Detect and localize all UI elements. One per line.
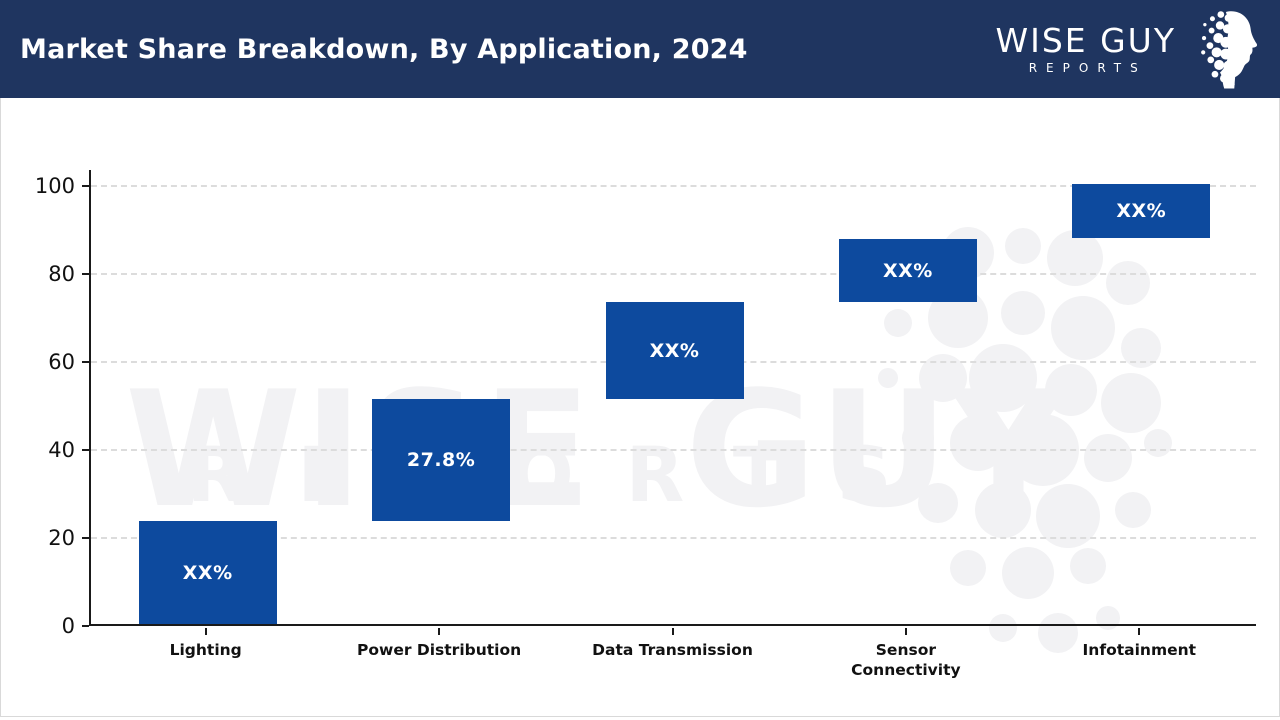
y-tick-label-80: 80 — [48, 261, 75, 286]
bar-lighting: XX% — [138, 521, 277, 624]
y-tick-mark-40 — [82, 448, 89, 451]
bar-sensor-connectivity: XX% — [838, 238, 977, 303]
watermark-subtext: REPORTS — [187, 430, 944, 519]
gridline-40 — [91, 448, 1256, 451]
x-tick-label-lighting: Lighting — [169, 641, 242, 659]
brand-logo: WISE GUY REPORTS — [995, 5, 1262, 93]
gridline-100 — [91, 184, 1256, 187]
x-tick-label-data-transmission: Data Transmission — [592, 641, 753, 659]
x-tick-mark-4 — [1138, 628, 1141, 635]
bar-power-distribution: 27.8% — [372, 399, 511, 522]
plot-area: XX% 27.8% XX% XX% XX% — [89, 170, 1256, 626]
brand-logo-text: WISE GUY REPORTS — [995, 20, 1176, 75]
y-tick-mark-60 — [82, 360, 89, 363]
y-tick-label-60: 60 — [48, 349, 75, 374]
x-tick-label-sensor-connectivity: Sensor Connectivity — [851, 641, 961, 679]
page-title: Market Share Breakdown, By Application, … — [20, 33, 748, 65]
brand-name: WISE GUY — [995, 20, 1176, 60]
x-tick-label-power-distribution: Power Distribution — [356, 641, 522, 659]
gridline-20 — [91, 536, 1256, 539]
y-tick-mark-100 — [82, 184, 89, 187]
y-tick-mark-80 — [82, 272, 89, 275]
brand-subname: REPORTS — [1028, 60, 1147, 75]
bar-data-transmission: XX% — [605, 302, 744, 400]
x-tick-label-infotainment: Infotainment — [1082, 641, 1197, 659]
chart-figure: WISE GUY REPORTS XX% 27.8% XX% XX% XX% 0 20 40… — [0, 98, 1280, 717]
x-tick-mark-3 — [904, 628, 907, 635]
x-tick-mark-2 — [671, 628, 674, 635]
y-tick-mark-0 — [82, 625, 89, 627]
bar-infotainment: XX% — [1072, 183, 1211, 239]
logo-head-icon — [1201, 11, 1258, 89]
y-tick-label-100: 100 — [34, 173, 75, 198]
y-tick-mark-20 — [82, 536, 89, 539]
x-tick-mark-0 — [204, 628, 207, 635]
gridline-80 — [91, 272, 1256, 275]
y-tick-label-0: 0 — [61, 614, 75, 638]
header-bar: Market Share Breakdown, By Application, … — [0, 0, 1280, 98]
bar-value-label: XX% — [182, 561, 233, 584]
watermark-head-icon — [878, 227, 1172, 653]
bar-value-label: XX% — [649, 339, 700, 362]
y-tick-label-40: 40 — [48, 437, 75, 462]
y-tick-label-20: 20 — [48, 525, 75, 550]
bar-value-label: XX% — [882, 259, 933, 282]
x-tick-mark-1 — [438, 628, 441, 635]
bar-value-label: 27.8% — [406, 449, 476, 472]
bar-value-label: XX% — [1116, 200, 1167, 223]
